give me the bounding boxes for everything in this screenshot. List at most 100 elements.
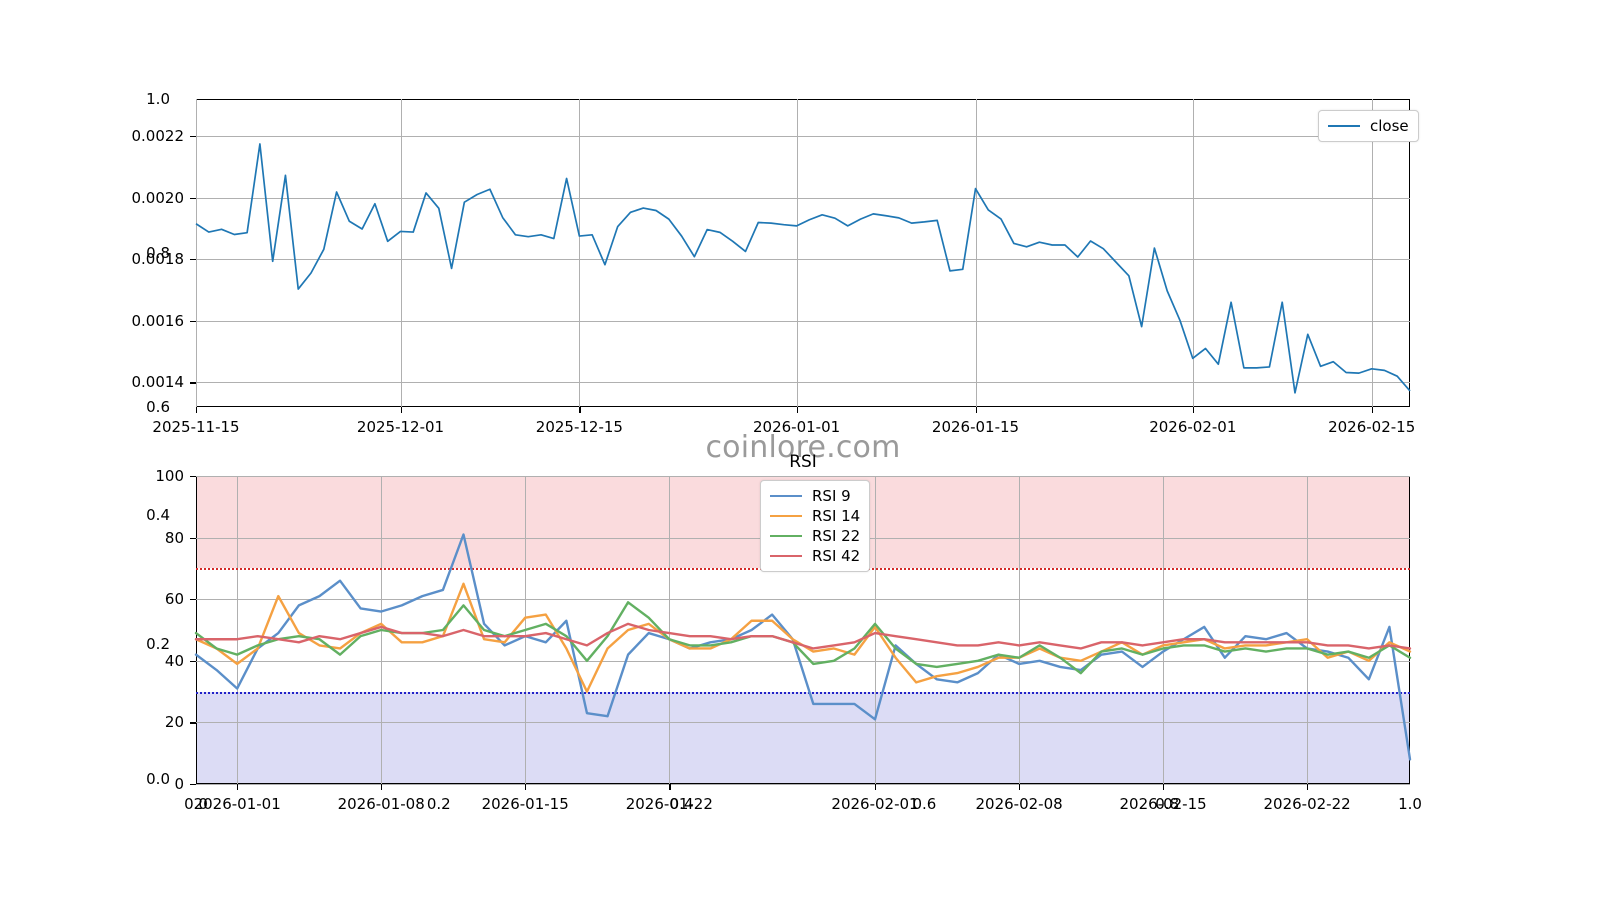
- gridline-vertical: [1019, 476, 1021, 784]
- gridline-horizontal: [196, 476, 1410, 477]
- gridline-vertical: [196, 99, 197, 407]
- price-x-tick-label: 2026-01-01: [753, 418, 841, 436]
- legend-color-swatch: [770, 495, 802, 497]
- legend-label: close: [1370, 117, 1409, 135]
- rsi-x-tick-label: 2026-02-08: [975, 795, 1063, 813]
- gridline-vertical: [1163, 476, 1165, 784]
- rsi-band-oversold: [196, 691, 1410, 784]
- rsi-series-plot: [194, 533, 1412, 761]
- gridline-horizontal: [196, 382, 1410, 384]
- gridline-vertical: [579, 99, 581, 407]
- tick-mark: [1019, 784, 1021, 790]
- gridline-horizontal: [196, 259, 1410, 261]
- rsi-secondary-x-tick-label: 0.4: [669, 795, 694, 813]
- price-x-tick-label: 2025-11-15: [152, 418, 240, 436]
- rsi-x-tick-label: 2026-01-22: [625, 795, 713, 813]
- legend-item: RSI 22: [770, 526, 860, 546]
- tick-mark: [190, 660, 196, 663]
- legend-item: RSI 42: [770, 546, 860, 566]
- rsi-secondary-y-tick-label: 0.0: [146, 770, 170, 789]
- gridline-vertical: [669, 476, 671, 784]
- rsi-secondary-x-tick-label: 0.6: [912, 795, 937, 813]
- rsi-chart-title: RSI: [789, 452, 817, 472]
- rsi-line-rsi-9: [194, 533, 1412, 761]
- legend-color-swatch: [770, 555, 802, 557]
- price-chart-panel: [190, 99, 1411, 413]
- rsi-x-tick-label: 2026-02-15: [1119, 795, 1207, 813]
- rsi-y-tick-label: 0: [174, 775, 184, 793]
- price-y-tick-label: 0.0016: [131, 311, 185, 330]
- tick-mark: [190, 382, 196, 384]
- price-y-tick-label: 0.0018: [131, 250, 185, 269]
- price-legend: close: [1318, 110, 1419, 142]
- tick-mark: [525, 784, 527, 790]
- rsi-secondary-y-tick-label: 0.4: [146, 505, 170, 524]
- rsi-secondary-x-tick-label: 1.0: [1398, 795, 1422, 813]
- gridline-horizontal: [196, 660, 1410, 662]
- legend-label: RSI 14: [812, 507, 861, 525]
- gridline-horizontal: [196, 197, 1410, 199]
- rsi-x-tick-label: 2026-01-15: [481, 795, 569, 813]
- legend-label: RSI 9: [812, 487, 851, 505]
- rsi-x-tick-label: 2026-02-22: [1263, 795, 1351, 813]
- rsi-line-rsi-22: [194, 601, 1412, 675]
- gridline-horizontal: [196, 136, 1410, 137]
- rsi-y-tick-label: 60: [164, 590, 184, 609]
- tick-mark: [975, 407, 977, 413]
- tick-mark: [796, 407, 798, 413]
- price-x-tick-label: 2026-02-15: [1328, 418, 1416, 436]
- price-y-tick-label: 0.0014: [131, 373, 185, 392]
- gridline-horizontal: [196, 599, 1410, 601]
- gridline-vertical: [1192, 99, 1194, 407]
- tick-mark: [190, 537, 196, 539]
- rsi-legend: RSI 9 RSI 14 RSI 22 RSI 42: [760, 480, 871, 572]
- tick-mark: [190, 259, 196, 261]
- rsi-secondary-x-tick-label: 0.8: [1155, 795, 1180, 813]
- gridline-vertical: [1307, 476, 1309, 784]
- tick-mark: [1307, 784, 1309, 790]
- tick-mark: [1163, 784, 1165, 790]
- tick-mark: [875, 784, 877, 790]
- gridline-horizontal: [196, 320, 1410, 322]
- rsi-x-tick-label: 2026-01-08: [337, 795, 425, 813]
- price-secondary-y-tick-label: 1.0: [146, 90, 170, 108]
- rsi-secondary-x-tick-label: 0.0: [184, 795, 208, 813]
- legend-label: RSI 42: [812, 547, 861, 565]
- gridline-vertical: [975, 99, 977, 407]
- gridline-vertical: [1371, 99, 1373, 407]
- tick-mark: [190, 599, 196, 601]
- rsi-secondary-y-tick-label: 0.2: [146, 634, 170, 653]
- tick-mark: [196, 407, 198, 413]
- rsi-line-rsi-42: [194, 622, 1412, 650]
- tick-mark: [669, 784, 671, 790]
- tick-mark: [190, 197, 196, 199]
- tick-mark: [400, 407, 402, 413]
- rsi-y-tick-label: 20: [164, 713, 184, 732]
- tick-mark: [1192, 407, 1195, 413]
- price-series-plot: [195, 143, 1411, 394]
- gridline-vertical: [875, 476, 876, 784]
- tick-mark: [237, 784, 239, 790]
- price-line-close: [195, 143, 1411, 394]
- gridline-horizontal: [196, 784, 1410, 785]
- gridline-horizontal: [196, 722, 1410, 724]
- legend-item: RSI 9: [770, 486, 860, 506]
- price-x-tick-label: 2025-12-01: [356, 418, 445, 436]
- price-x-tick-label: 2026-01-15: [931, 418, 1020, 436]
- price-x-tick-label: 2026-02-01: [1149, 418, 1237, 436]
- tick-mark: [190, 136, 196, 138]
- gridline-vertical: [400, 99, 402, 407]
- price-secondary-y-tick-label: 0.8: [146, 244, 170, 262]
- tick-mark: [190, 722, 196, 724]
- legend-color-swatch: [770, 535, 802, 537]
- price-x-tick-label: 2025-12-15: [535, 418, 623, 436]
- rsi-refline-oversold: [196, 691, 1410, 694]
- tick-mark: [579, 407, 581, 413]
- tick-mark: [190, 320, 196, 323]
- gridline-vertical: [237, 476, 239, 784]
- rsi-y-tick-label: 40: [164, 651, 184, 670]
- price-y-tick-label: 0.0020: [131, 188, 185, 207]
- rsi-y-tick-label: 100: [155, 467, 184, 485]
- tick-mark: [381, 784, 383, 790]
